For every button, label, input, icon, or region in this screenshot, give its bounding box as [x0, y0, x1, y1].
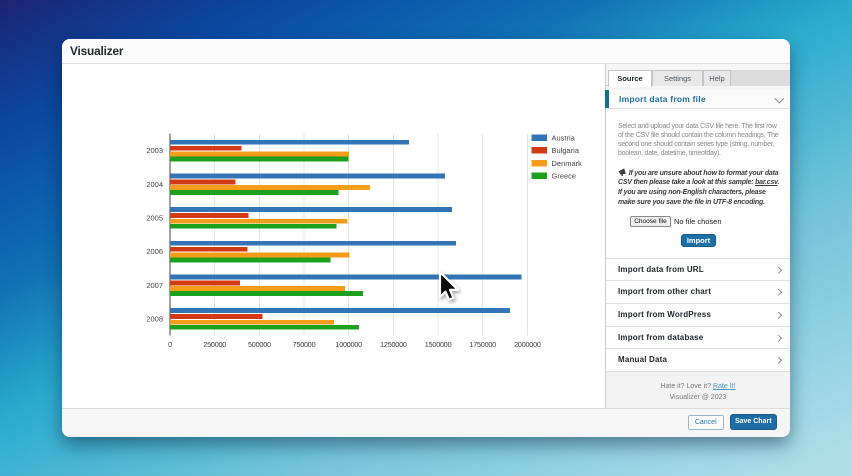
- svg-text:500000: 500000: [248, 340, 271, 349]
- svg-text:Denmark: Denmark: [552, 159, 583, 168]
- svg-text:2006: 2006: [146, 247, 163, 256]
- svg-text:2000000: 2000000: [514, 340, 541, 349]
- svg-text:1500000: 1500000: [425, 340, 452, 349]
- svg-text:2005: 2005: [146, 214, 163, 223]
- svg-text:2004: 2004: [146, 180, 163, 189]
- svg-text:1000000: 1000000: [335, 340, 362, 349]
- svg-text:Austria: Austria: [552, 134, 576, 143]
- svg-text:2007: 2007: [146, 281, 163, 290]
- svg-text:750000: 750000: [293, 340, 316, 349]
- svg-text:0: 0: [168, 340, 172, 349]
- svg-text:1750000: 1750000: [469, 340, 496, 349]
- svg-text:2008: 2008: [146, 315, 163, 324]
- svg-text:250000: 250000: [203, 340, 226, 349]
- svg-text:2003: 2003: [146, 146, 163, 155]
- svg-text:1250000: 1250000: [380, 340, 407, 349]
- svg-text:Bulgaria: Bulgaria: [552, 146, 580, 155]
- svg-text:Greece: Greece: [552, 171, 577, 180]
